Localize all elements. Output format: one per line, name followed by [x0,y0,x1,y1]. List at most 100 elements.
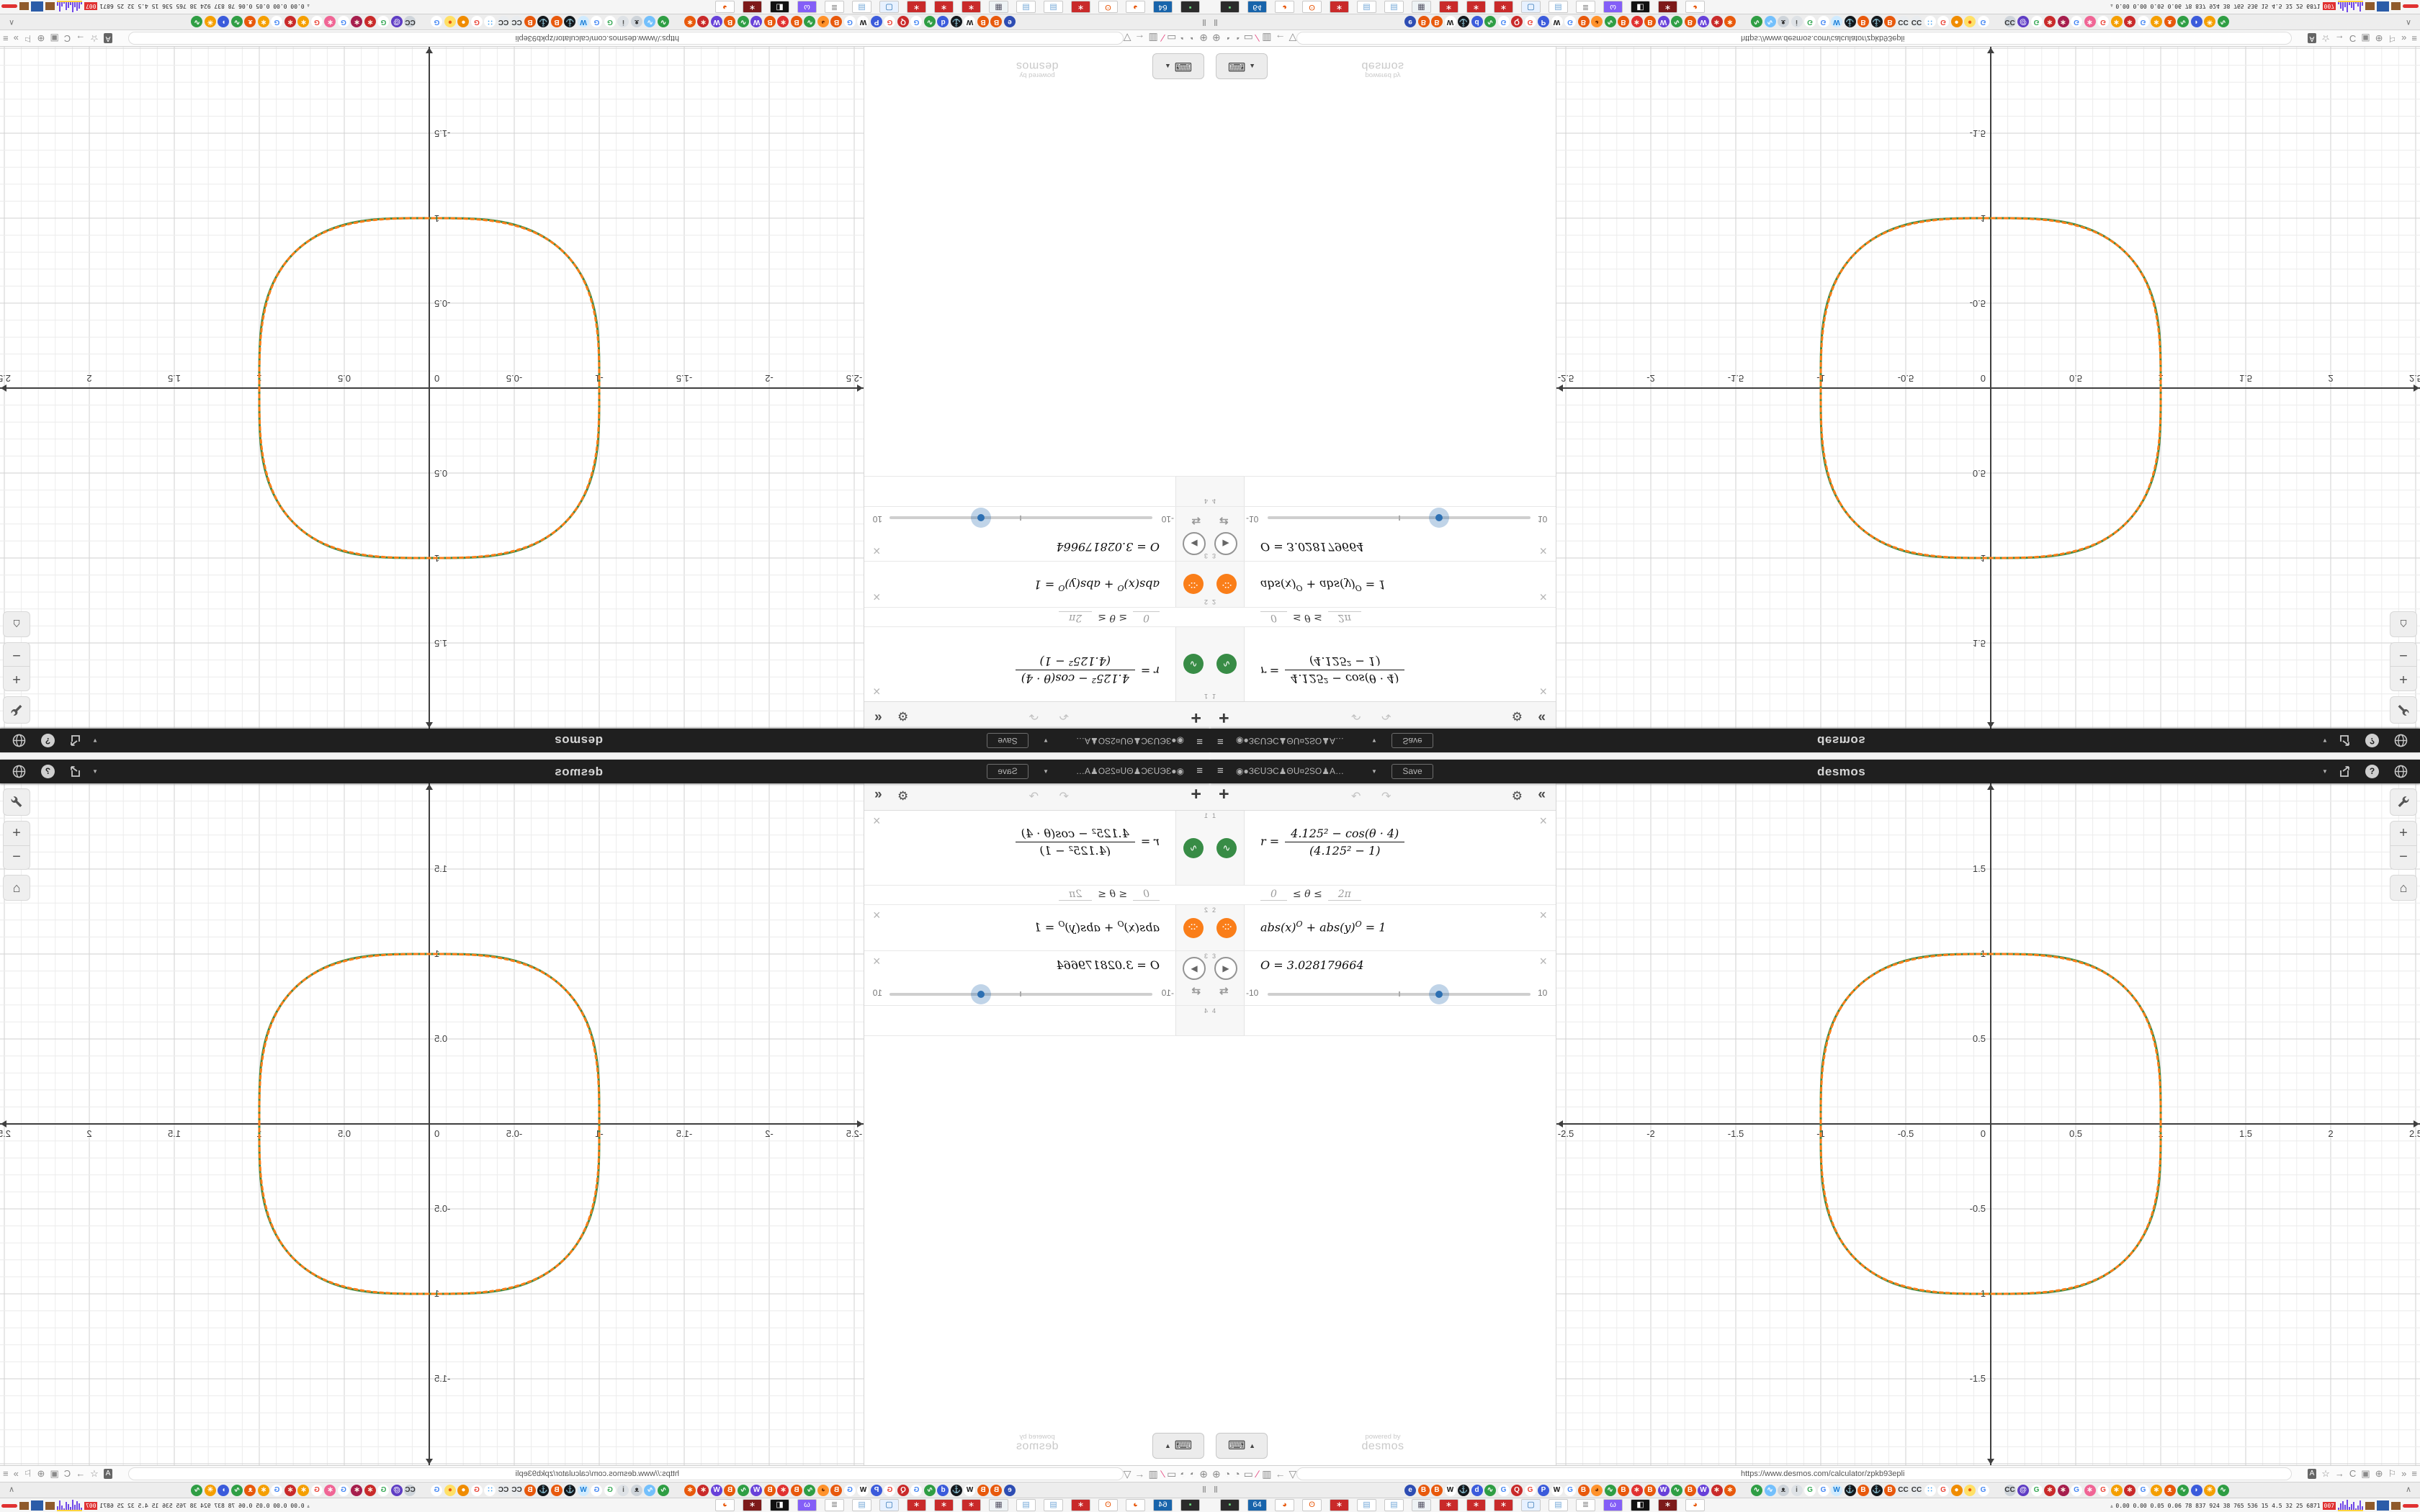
undo-icon[interactable]: ↶ [1059,791,1069,803]
expression-row-2[interactable]: 2 ⠪⠕ abs(x)O + abs(y)O = 1 × [864,905,1210,951]
browser-tab[interactable]: G [1937,16,1949,27]
browser-tab[interactable]: ∗ [351,16,363,27]
browser-tab[interactable]: ◗ [218,1485,230,1496]
browser-tab[interactable]: G [311,1485,323,1496]
browser-tab[interactable]: ᴥ [631,16,642,27]
browser-tab[interactable]: ∗ [2057,16,2069,27]
delete-expression-icon[interactable]: × [873,544,881,558]
browser-tab[interactable]: G [1497,1485,1510,1496]
slider-loop-mode-icon[interactable]: ⇄ [1191,985,1201,997]
browser-tab[interactable]: CC [1897,16,1909,27]
taskbar-app-button[interactable]: ◕ [715,1,735,13]
delete-expression-icon[interactable]: × [1539,954,1547,968]
taskbar-app-button[interactable]: ◕ [1685,1499,1705,1511]
navbar-icon[interactable]: ▽ [1289,1468,1297,1480]
navbar-icon[interactable]: ▥ [1262,1468,1272,1480]
taskbar-app-button[interactable]: ≣ [825,1499,844,1511]
browser-tab[interactable]: G [1977,16,1989,27]
default-zoom-home-button[interactable]: ⌂ [2390,875,2417,901]
navbar-icon[interactable]: ∕ [1256,1468,1259,1480]
browser-tab[interactable]: ∗ [1711,16,1723,27]
taskbar-app-button[interactable]: ◕ [1126,1499,1145,1511]
delete-expression-icon[interactable]: × [873,814,881,828]
browser-tab[interactable]: ● [444,1485,456,1496]
browser-tab[interactable]: B [551,1485,563,1496]
taskbar-app-button[interactable]: ▪ [1220,1499,1240,1511]
polar-domain-row[interactable]: 0 ≤ θ ≤ 2π [1210,607,1556,626]
browser-tab[interactable]: CC [1911,1485,1922,1496]
browser-tab[interactable]: @ [391,16,403,27]
browser-tab[interactable]: ∗ [2044,1485,2056,1496]
tab-overflow-caret-icon[interactable]: ∧ [9,18,15,27]
browser-tab[interactable]: ∗ [284,16,296,27]
browser-tab[interactable]: B [724,1485,736,1496]
browser-tab[interactable]: ᴥ [2164,1485,2176,1496]
browser-tab[interactable]: B [1417,16,1430,27]
browser-tab[interactable]: ∿ [1484,1485,1496,1496]
slider-min-label[interactable]: -10 [1246,988,1259,998]
navbar-icon[interactable]: ◔ [1180,32,1186,44]
navbar-icon[interactable]: ⚐ [23,1468,32,1479]
browser-tab[interactable]: G [2030,16,2043,27]
browser-tab[interactable]: ∿ [1751,1485,1762,1496]
browser-tab[interactable]: G [1524,1485,1536,1496]
browser-tab[interactable]: ⚓ [537,16,550,27]
navbar-icon[interactable]: ▭ [1167,1468,1177,1480]
implicit-curve-icon[interactable]: ⠪⠕ [1216,574,1237,595]
slider-loop-mode-icon[interactable]: ⇄ [1191,515,1201,527]
browser-tab[interactable]: ∿ [1764,1485,1776,1496]
menu-icon[interactable]: ≡ [1196,765,1203,777]
browser-tab[interactable]: B [524,16,536,27]
default-zoom-home-button[interactable]: ⌂ [2390,611,2417,637]
navbar-icon[interactable]: ▣ [2361,33,2370,44]
browser-tab[interactable]: CC [511,1485,523,1496]
expression-row-1[interactable]: 1 ∿ r = 4.125² − cos(θ · 4) (4.125² − 1) × [864,811,1210,886]
taskbar-app-button[interactable]: ʘ [1302,1499,1322,1511]
browser-tab[interactable]: e [1404,1485,1416,1496]
domain-min-field[interactable]: 0 [1260,611,1287,624]
expression-row-1[interactable]: 1 ∿ r = 4.125² − cos(θ · 4) (4.125² − 1) × [1210,811,1556,886]
expression-cell[interactable]: 2 ⠪⠕ [1210,905,1245,950]
account-caret-icon[interactable]: ▼ [2322,768,2328,775]
taskbar-app-button[interactable]: ≣ [1576,1499,1595,1511]
pinned-tabs-divider-icon[interactable]: ‖ [1202,17,1206,27]
browser-tab[interactable]: ∿ [1484,16,1496,27]
browser-tab[interactable]: B [1577,1485,1590,1496]
browser-tab[interactable]: ∿ [738,1485,749,1496]
navbar-icon[interactable]: C [63,33,71,44]
graph-paper[interactable]: -2.5-2-1.5-1-0.50.511.522.51.510.5-0.5-1… [1556,47,2420,729]
navbar-icon[interactable]: → [76,1468,86,1479]
browser-tab[interactable]: ◕ [1591,16,1603,27]
address-bar[interactable]: https://www.desmos.com/calculator/zpkb93… [1296,32,2292,45]
zoom-in-button[interactable]: + [2390,666,2416,690]
browser-tab[interactable]: W [964,16,976,27]
browser-tab[interactable]: ∗ [2151,16,2162,27]
browser-tab[interactable]: ⚓ [1844,16,1856,27]
domain-max-field[interactable]: 2π [1059,611,1093,624]
domain-max-field[interactable]: 2π [1327,888,1361,901]
browser-tab[interactable]: G [2071,16,2082,27]
title-caret-icon[interactable]: ▼ [1371,768,1377,775]
browser-tab[interactable]: ● [1950,1485,1963,1496]
browser-tab[interactable]: d [1471,1485,1483,1496]
navbar-icon[interactable]: ⊕ [1212,1468,1221,1480]
taskbar-app-button[interactable]: ω [797,1499,817,1511]
browser-tab[interactable]: G [1817,1485,1829,1496]
browser-tab[interactable]: G [471,16,483,27]
pinned-tabs-divider-icon[interactable]: ‖ [1214,17,1218,27]
browser-tab[interactable]: G [377,1485,390,1496]
navbar-icon[interactable]: ▽ [1123,1468,1131,1480]
navbar-icon[interactable]: ☆ [90,33,99,44]
navbar-icon[interactable]: ⚐ [2388,33,2397,44]
save-button[interactable]: Save [1392,764,1433,779]
browser-tab[interactable]: ⚓ [1458,16,1469,27]
expression-cell[interactable]: 2 ⠪⠕ [1210,562,1245,607]
taskbar-app-button[interactable]: ▪ [1180,1,1200,13]
slider-handle[interactable] [1435,514,1443,521]
browser-tab[interactable]: G [271,16,283,27]
navbar-icon[interactable]: ◔ [1234,1468,1240,1480]
taskbar-app-button[interactable]: ◕ [1685,1,1705,13]
taskbar-app-button[interactable]: ▤ [1384,1,1404,13]
browser-tab[interactable]: ∿ [191,1485,203,1496]
browser-tab[interactable]: B [791,16,802,27]
